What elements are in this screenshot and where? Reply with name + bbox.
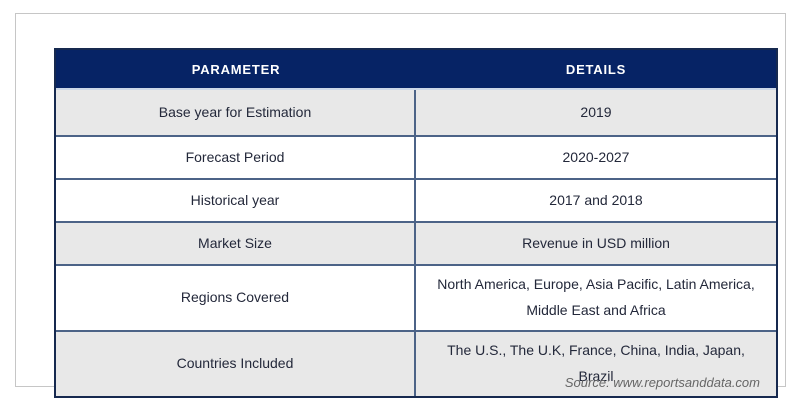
parameter-cell: Forecast Period [56, 137, 416, 178]
column-header-parameter: PARAMETER [191, 61, 281, 77]
parameter-cell: Market Size [56, 223, 416, 264]
source-attribution: Source: www.reportsanddata.com [564, 375, 760, 390]
details-cell: Revenue in USD million [522, 234, 670, 251]
details-cell: The U.S., The U.K, France, China, India,… [447, 341, 745, 384]
details-cell: North America, Europe, Asia Pacific, Lat… [437, 276, 755, 318]
details-cell: 2020-2027 [562, 148, 630, 165]
details-cell: 2019 [580, 103, 612, 120]
table-body: Base year for Estimation 2019 Forecast P… [56, 88, 776, 396]
parameters-table: PARAMETER DETAILS Base year for Estimati… [54, 48, 778, 398]
table-row: Forecast Period 2020-2027 [56, 135, 776, 178]
parameter-cell: Base year for Estimation [56, 90, 416, 135]
table-row: Base year for Estimation 2019 [56, 88, 776, 135]
parameter-cell: Countries Included [56, 331, 416, 396]
details-cell: 2017 and 2018 [549, 191, 643, 208]
table-row: Countries Included The U.S., The U.K, Fr… [56, 329, 776, 396]
table-row: Market Size Revenue in USD million [56, 221, 776, 264]
parameter-cell: Regions Covered [56, 266, 416, 330]
table-header-row: PARAMETER DETAILS [56, 50, 776, 88]
parameter-cell: Historical year [56, 180, 416, 221]
outer-frame: PARAMETER DETAILS Base year for Estimati… [15, 13, 786, 398]
table-row: Historical year 2017 and 2018 [56, 178, 776, 221]
table-row: Regions Covered North America, Europe, A… [56, 264, 776, 330]
column-header-details: DETAILS [565, 61, 627, 77]
